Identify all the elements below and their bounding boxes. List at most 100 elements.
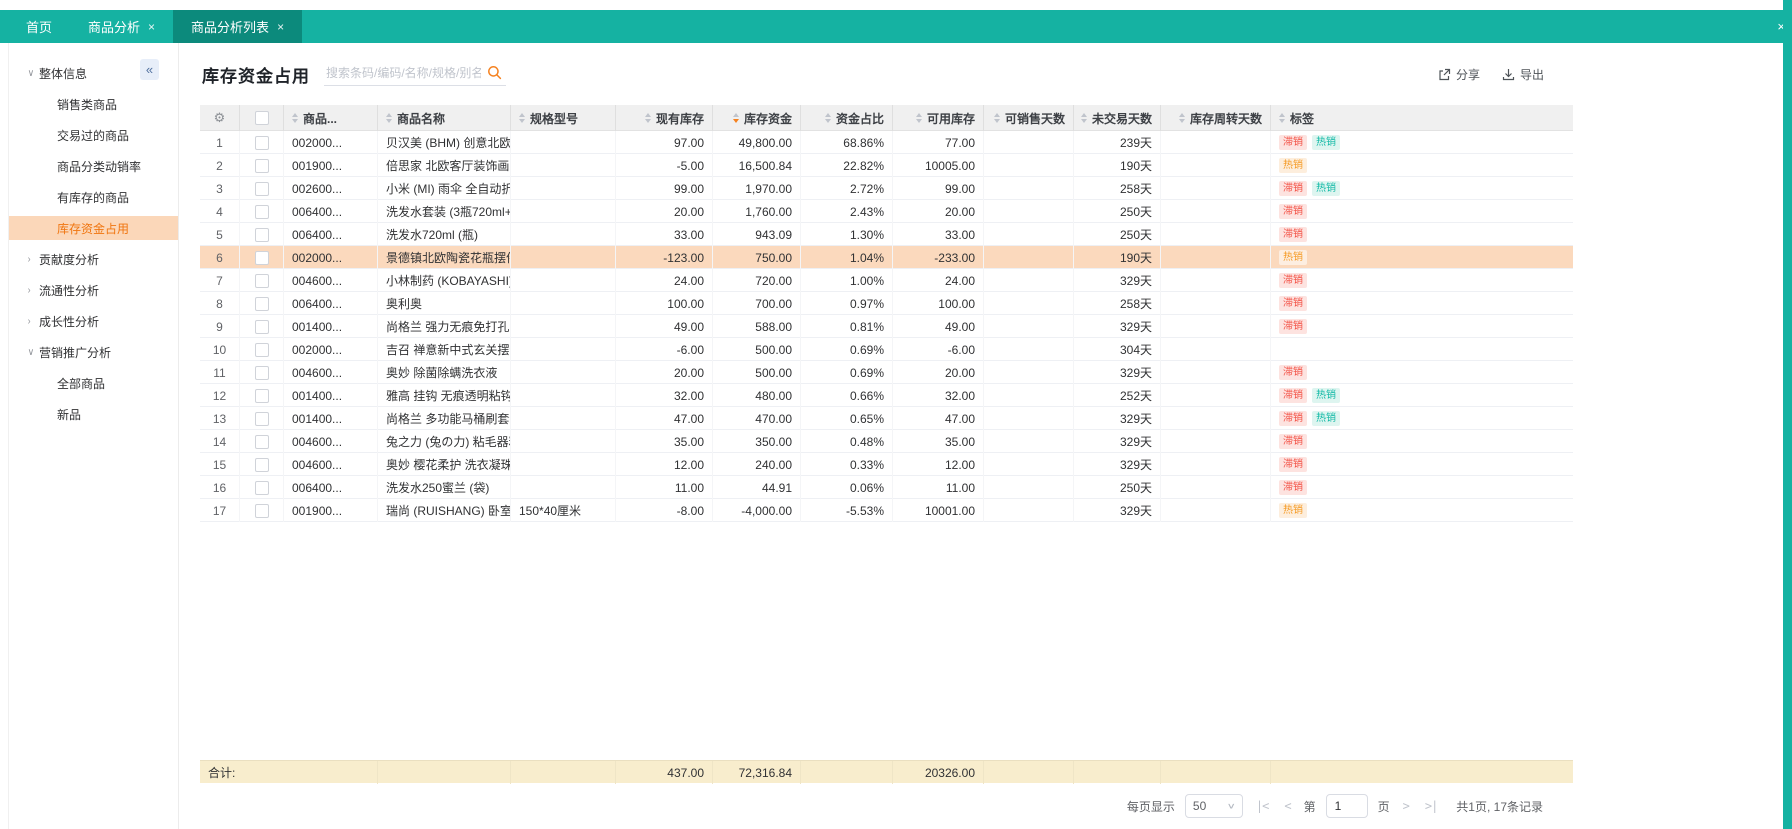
row-checkbox[interactable] (254, 296, 269, 311)
table-row[interactable]: 2 001900...倍思家 北欧客厅装饰画卧室 -5.0016,500.8422.… (200, 154, 1573, 177)
sidebar-item-成长性分析[interactable]: › 成长性分析 (9, 309, 178, 333)
sidebar-item-销售类商品[interactable]: 销售类商品 (9, 92, 178, 116)
share-button[interactable]: 分享 (1438, 66, 1480, 83)
row-checkbox[interactable] (254, 388, 269, 403)
chevron-down-icon[interactable]: ∨ (27, 346, 35, 358)
gear-icon[interactable]: ⚙ (213, 110, 226, 125)
column-header-spec[interactable]: 规格型号 (511, 105, 616, 131)
chevron-right-icon[interactable]: › (27, 315, 31, 327)
search-icon[interactable] (487, 65, 502, 80)
chevron-right-icon[interactable]: › (27, 284, 31, 296)
table-row[interactable]: 8 006400... 奥利奥 100.00 700.00 0.97% 100.00 258天… (200, 292, 1573, 315)
export-button[interactable]: 导出 (1502, 66, 1544, 83)
table-row[interactable]: 17 001900... 瑞尚 (RUISHANG) 卧室装 150*40厘米 -8.0… (200, 499, 1573, 522)
chevron-right-icon[interactable]: › (27, 253, 31, 265)
table-row[interactable]: 11 004600... 奥妙 除菌除螨洗衣液 20.00 500.00 0.69% 20.… (200, 361, 1573, 384)
column-settings-button[interactable]: ⚙ (200, 105, 240, 131)
select-all-checkbox[interactable] (240, 105, 284, 131)
sidebar-item-营销推广分析[interactable]: ∨ 营销推广分析 (9, 340, 178, 364)
column-header-avail[interactable]: 可用库存 (893, 105, 984, 131)
sidebar-item-全部商品[interactable]: 全部商品 (9, 371, 178, 395)
tab-close-icon[interactable]: × (148, 19, 156, 34)
column-header-ratio[interactable]: 资金占比 (801, 105, 893, 131)
row-checkbox[interactable] (254, 135, 269, 150)
cell-sell-days (984, 453, 1074, 476)
column-header-fund[interactable]: 库存资金 (713, 105, 801, 131)
row-checkbox[interactable] (254, 457, 269, 472)
row-checkbox[interactable] (254, 250, 269, 265)
row-checkbox[interactable] (254, 273, 269, 288)
table-row[interactable]: 14 004600... 兔之力 (兔の力) 粘毛器粘 35.00 350.00 0.48… (200, 430, 1573, 453)
column-header-tags[interactable]: 标签 (1271, 105, 1573, 131)
close-icon[interactable]: × (1777, 19, 1785, 34)
sidebar-item-贡献度分析[interactable]: › 贡献度分析 (9, 247, 178, 271)
sidebar-item-流通性分析[interactable]: › 流通性分析 (9, 278, 178, 302)
column-header-sell_days[interactable]: 可销售天数 (984, 105, 1074, 131)
sort-caret-icon[interactable] (644, 113, 651, 123)
next-page-button[interactable]: > (1402, 799, 1410, 813)
sort-caret-icon[interactable] (519, 113, 525, 123)
sidebar-item-有库存的商品[interactable]: 有库存的商品 (9, 185, 178, 209)
chevron-down-icon[interactable]: ∨ (27, 67, 35, 79)
sidebar-item-交易过的商品[interactable]: 交易过的商品 (9, 123, 178, 147)
last-page-button[interactable]: >| (1424, 799, 1438, 813)
sort-caret-icon[interactable] (1080, 113, 1087, 123)
sidebar-item-整体信息[interactable]: ∨ 整体信息 (9, 61, 178, 85)
prev-page-button[interactable]: < (1284, 799, 1291, 813)
row-checkbox[interactable] (254, 411, 269, 426)
collapse-sidebar-button[interactable]: « (140, 59, 159, 80)
page-number-input[interactable] (1325, 794, 1368, 818)
sort-caret-icon[interactable] (1178, 113, 1185, 123)
column-header-turnover_days[interactable]: 库存周转天数 (1161, 105, 1271, 131)
column-header-stock[interactable]: 现有库存 (616, 105, 713, 131)
row-checkbox[interactable] (254, 319, 269, 334)
cell-sell-days (984, 384, 1074, 407)
table-row[interactable]: 16 006400... 洗发水250蜜兰 (袋) 11.00 44.91 0.06% 11… (200, 476, 1573, 499)
sort-caret-icon[interactable] (1279, 113, 1285, 123)
tab-首页[interactable]: 首页 (8, 10, 70, 43)
row-checkbox[interactable] (254, 181, 269, 196)
cell-avail: 10005.00 (893, 154, 984, 177)
row-checkbox[interactable] (254, 434, 269, 449)
sort-caret-icon[interactable] (824, 113, 831, 123)
row-checkbox[interactable] (254, 204, 269, 219)
sort-caret-icon[interactable] (292, 113, 298, 123)
cell-fund: 588.00 (713, 315, 801, 338)
page-size-select[interactable]: 50 ∨ (1184, 794, 1243, 818)
table-row[interactable]: 1 002000... 贝汉美 (BHM) 创意北欧客 97.00 49,800.00 6… (200, 131, 1573, 154)
tab-close-icon[interactable]: × (277, 19, 285, 34)
row-checkbox[interactable] (254, 480, 269, 495)
search-input[interactable] (326, 65, 481, 80)
sort-caret-icon[interactable] (732, 113, 739, 123)
sort-caret-icon[interactable] (915, 113, 922, 123)
sidebar-item-库存资金占用[interactable]: 库存资金占用 (9, 216, 178, 240)
column-header-name[interactable]: 商品名称 (378, 105, 511, 131)
table-row[interactable]: 6 002000...景德镇北欧陶瓷花瓶摆件 仿 -123.00750.001.04… (200, 246, 1573, 269)
tab-商品分析列表[interactable]: 商品分析列表 × (173, 10, 303, 43)
sidebar-item-label: 流通性分析 (39, 283, 100, 298)
row-checkbox[interactable] (254, 227, 269, 242)
column-header-no_trade_days[interactable]: 未交易天数 (1074, 105, 1161, 131)
tab-商品分析[interactable]: 商品分析 × (70, 10, 173, 43)
row-checkbox[interactable] (254, 365, 269, 380)
sidebar-item-新品[interactable]: 新品 (9, 402, 178, 426)
row-checkbox[interactable] (254, 342, 269, 357)
first-page-button[interactable]: |< (1255, 799, 1269, 813)
sidebar-item-商品分类动销率[interactable]: 商品分类动销率 (9, 154, 178, 178)
row-checkbox[interactable] (254, 158, 269, 173)
row-checkbox[interactable] (254, 503, 269, 518)
sidebar-item-label: 商品分类动销率 (57, 159, 142, 174)
column-header-code[interactable]: 商品... (284, 105, 378, 131)
table-row[interactable]: 5 006400... 洗发水720ml (瓶) 33.00 943.09 1.30% 33… (200, 223, 1573, 246)
checkbox[interactable] (254, 111, 269, 125)
sort-caret-icon[interactable] (993, 113, 1000, 123)
sort-caret-icon[interactable] (386, 113, 392, 123)
